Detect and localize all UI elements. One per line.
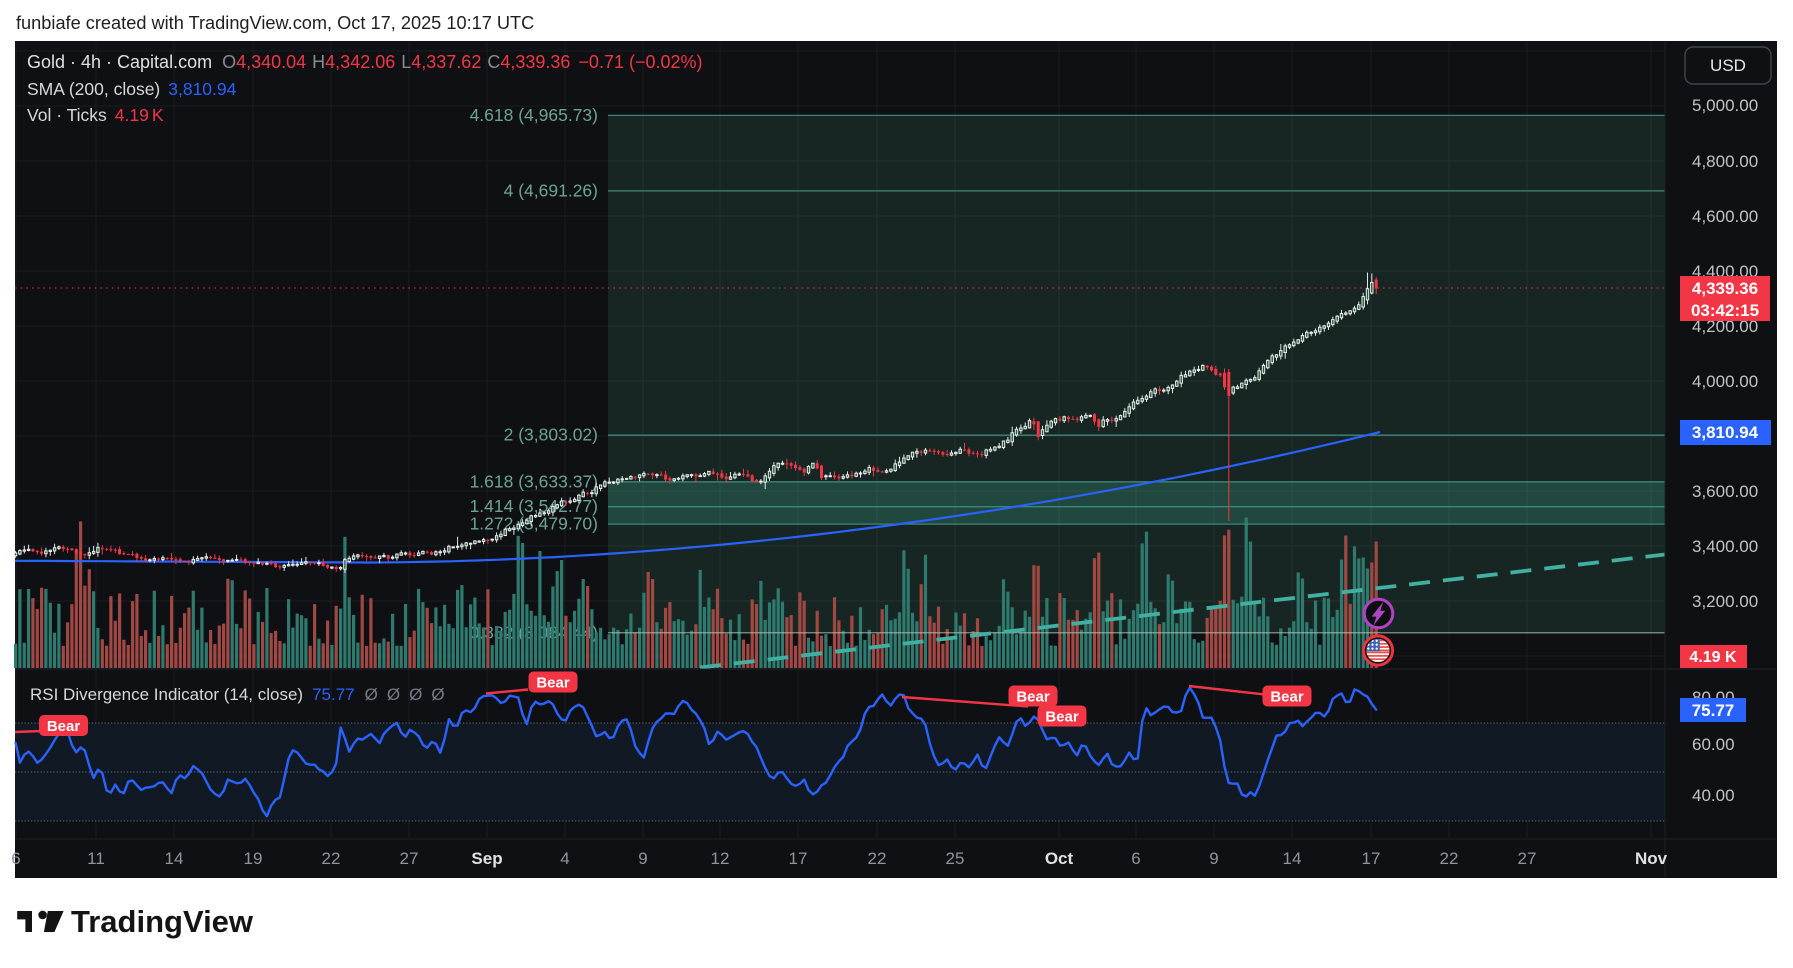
svg-text:4,800.00: 4,800.00: [1692, 152, 1758, 171]
svg-text:funbiafe created with TradingV: funbiafe created with TradingView.com, O…: [16, 13, 534, 33]
svg-text:Nov: Nov: [1635, 849, 1668, 868]
svg-text:9: 9: [1209, 849, 1218, 868]
svg-text:USD: USD: [1710, 56, 1746, 75]
svg-text:19: 19: [244, 849, 263, 868]
svg-text:RSI Divergence Indicator (14,: RSI Divergence Indicator (14, close) 75.7…: [30, 685, 445, 704]
svg-text:TradingView: TradingView: [71, 904, 254, 939]
svg-text:4,000.00: 4,000.00: [1692, 372, 1758, 391]
svg-text:4.19 K: 4.19 K: [1689, 649, 1737, 666]
svg-text:27: 27: [400, 849, 419, 868]
svg-text:22: 22: [868, 849, 887, 868]
svg-text:6: 6: [1131, 849, 1140, 868]
svg-text:3,600.00: 3,600.00: [1692, 482, 1758, 501]
svg-text:17: 17: [1362, 849, 1381, 868]
svg-text:Sep: Sep: [471, 849, 502, 868]
svg-text:Bear: Bear: [536, 674, 570, 691]
svg-text:1.272 (3,479.70): 1.272 (3,479.70): [470, 514, 598, 534]
svg-text:4 (4,691.26): 4 (4,691.26): [504, 180, 598, 200]
svg-text:4,600.00: 4,600.00: [1692, 207, 1758, 226]
svg-text:27: 27: [1518, 849, 1537, 868]
svg-text:Bear: Bear: [1270, 688, 1304, 705]
svg-text:6: 6: [11, 849, 20, 868]
svg-text:75.77: 75.77: [1692, 701, 1735, 720]
svg-text:5,000.00: 5,000.00: [1692, 96, 1758, 115]
svg-text:4.618 (4,965.73): 4.618 (4,965.73): [470, 105, 598, 125]
svg-text:2 (3,803.02): 2 (3,803.02): [504, 425, 598, 445]
svg-text:3,200.00: 3,200.00: [1692, 592, 1758, 611]
svg-text:22: 22: [1440, 849, 1459, 868]
svg-text:25: 25: [946, 849, 965, 868]
svg-text:Bear: Bear: [1045, 708, 1079, 725]
svg-text:60.00: 60.00: [1692, 735, 1735, 754]
svg-text:14: 14: [1283, 849, 1302, 868]
svg-text:1.618 (3,633.37): 1.618 (3,633.37): [470, 471, 598, 491]
svg-text:12: 12: [711, 849, 730, 868]
svg-text:14: 14: [165, 849, 184, 868]
svg-text:4: 4: [560, 849, 569, 868]
svg-text:3,400.00: 3,400.00: [1692, 537, 1758, 556]
svg-text:SMA (200, close)3,810.94: SMA (200, close) 3,810.94: [27, 79, 237, 99]
svg-text:Bear: Bear: [1016, 688, 1050, 705]
svg-text:Bear: Bear: [47, 718, 81, 735]
svg-text:03:42:15: 03:42:15: [1691, 301, 1759, 320]
svg-text:Oct: Oct: [1045, 849, 1074, 868]
svg-text:11: 11: [87, 849, 105, 868]
svg-text:4,339.36: 4,339.36: [1692, 279, 1758, 298]
svg-text:9: 9: [638, 849, 647, 868]
svg-text:40.00: 40.00: [1692, 786, 1735, 805]
svg-text:3,810.94: 3,810.94: [1692, 423, 1759, 442]
svg-text:22: 22: [322, 849, 341, 868]
svg-text:4,200.00: 4,200.00: [1692, 317, 1758, 336]
svg-text:17: 17: [789, 849, 808, 868]
